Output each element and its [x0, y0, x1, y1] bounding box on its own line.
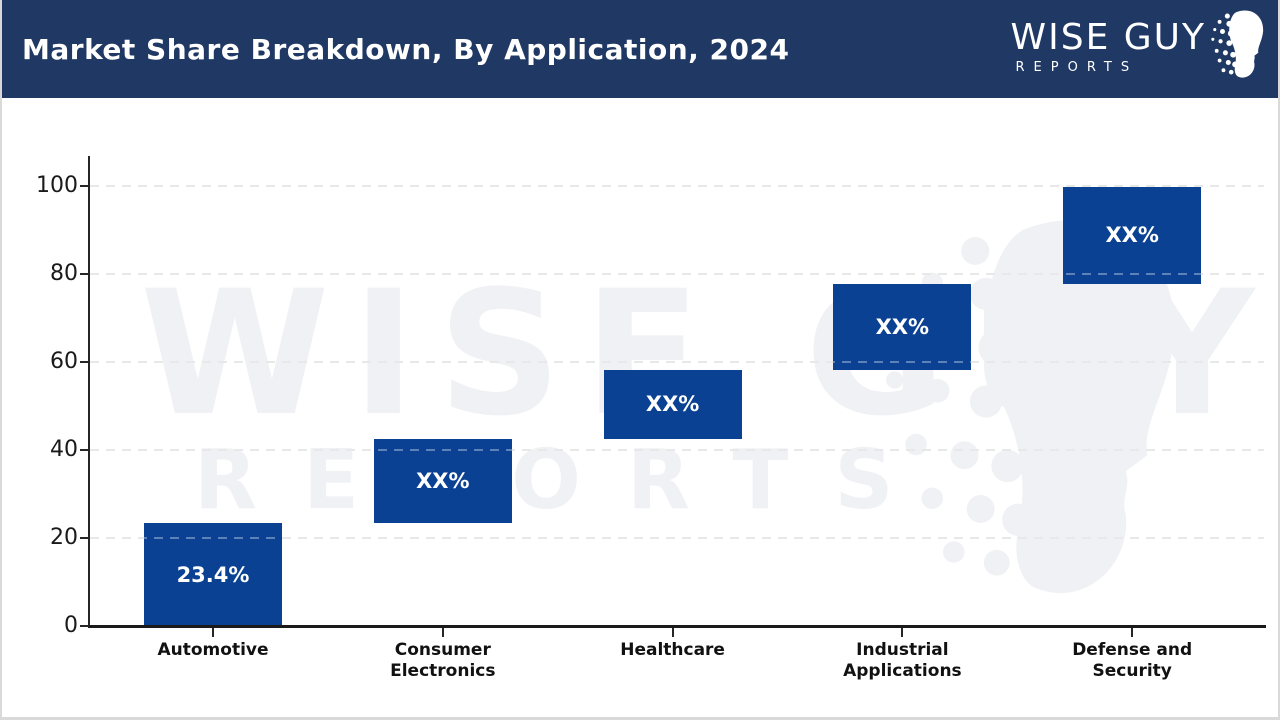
x-tick-mark-2: [441, 628, 444, 637]
bar-value-label: XX%: [875, 315, 930, 339]
gridline-80: [90, 273, 1264, 275]
page-title: Market Share Breakdown, By Application, …: [22, 32, 790, 66]
logo-wordmark: WISE GUY: [1010, 17, 1206, 59]
bars-layer: 23.4% XX% XX% XX% XX%: [2, 98, 1278, 717]
gridline-overlay-100: [90, 185, 1264, 187]
bar-industrial-applications: XX%: [833, 284, 972, 370]
gridline-overlay-60: [90, 361, 1264, 363]
x-category-label-4: Industrial Applications: [843, 640, 962, 682]
wise-guy-logo: WISE GUY REPORTS: [1011, 8, 1267, 86]
gridline-20: [90, 537, 1264, 539]
bar-value-label: 23.4%: [176, 562, 250, 587]
y-tick-label-20: 20: [50, 525, 78, 550]
x-category-label-3: Healthcare: [620, 640, 725, 660]
gridlines-layer: [2, 98, 1278, 717]
x-tick-mark-1: [212, 628, 214, 637]
y-tick-label-60: 60: [50, 349, 78, 374]
x-category-label-2: Consumer Electronics: [390, 640, 496, 682]
gridline-40: [90, 449, 1264, 451]
y-tick-mark-80: [80, 273, 89, 275]
y-tick-mark-60: [80, 361, 89, 363]
y-tick-mark-20: [80, 537, 89, 539]
bar-healthcare: XX%: [603, 369, 742, 439]
x-tick-mark-5: [1131, 628, 1134, 637]
axes-layer: 0 20 40 60 80 100 Automotive Consumer Electroni…: [2, 98, 1278, 717]
y-tick-mark-0: [80, 625, 89, 627]
gridline-60: [90, 361, 1264, 363]
gridline-100: [90, 185, 1264, 187]
y-tick-label-40: 40: [50, 437, 78, 462]
logo-text: WISE GUY REPORTS: [1011, 19, 1207, 75]
gridline-overlay-80: [90, 273, 1264, 275]
bar-automotive: 23.4%: [144, 523, 282, 626]
x-axis-line: [88, 625, 1266, 628]
logo-face-icon: [1211, 10, 1264, 78]
gridline-overlay-40: [90, 449, 1264, 451]
x-category-label-5: Defense and Security: [1072, 640, 1193, 682]
bar-value-label: XX%: [645, 392, 700, 417]
logo-subtext: REPORTS: [1015, 59, 1139, 75]
y-tick-label-0: 0: [64, 613, 78, 638]
gridline-overlay-20: [90, 537, 1264, 539]
y-tick-mark-100: [80, 185, 89, 187]
gridline-overlay-layer: [2, 98, 1278, 717]
watermark-subtext: REPORTS: [194, 433, 940, 528]
x-category-label-1: Automotive: [157, 640, 269, 660]
y-tick-label-80: 80: [50, 261, 78, 286]
chart-region: WISE GUY REPORTS 23.4% XX% XX% XX% XX% 0 20 40…: [2, 98, 1278, 717]
x-tick-mark-4: [901, 628, 904, 637]
x-tick-mark-3: [671, 628, 674, 637]
y-tick-mark-40: [80, 449, 89, 451]
y-axis-line: [88, 156, 90, 626]
header: Market Share Breakdown, By Application, …: [2, 0, 1278, 98]
bar-value-label: XX%: [1105, 223, 1159, 248]
bar-consumer-electronics: XX%: [373, 439, 512, 524]
bar-value-label: XX%: [416, 469, 470, 494]
y-tick-label-100: 100: [36, 173, 78, 198]
bar-defense-and-security: XX%: [1063, 186, 1202, 285]
